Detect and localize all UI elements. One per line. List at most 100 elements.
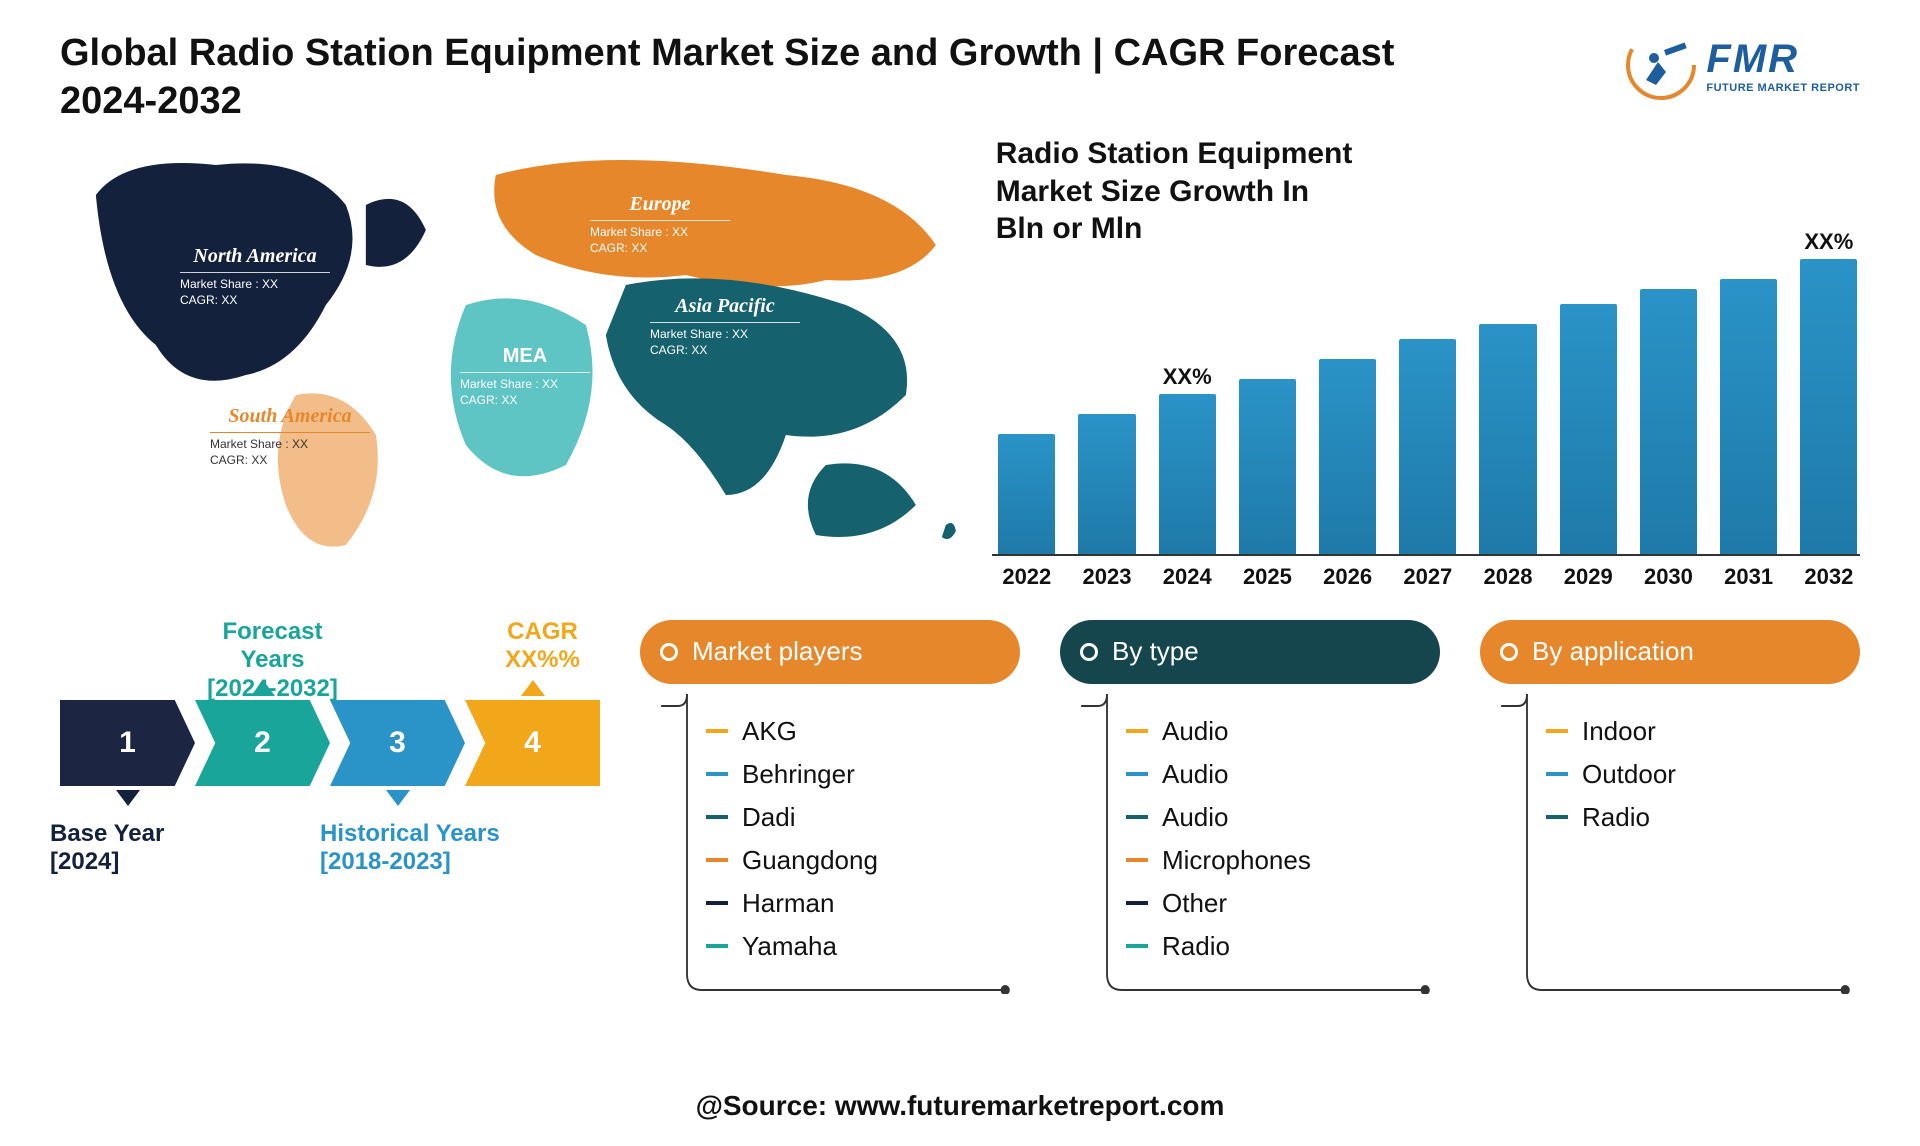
- list-item-label: Harman: [742, 888, 834, 919]
- bar-2027: [1397, 339, 1459, 554]
- x-label: 2027: [1397, 564, 1459, 590]
- tick-icon: [706, 901, 728, 905]
- tick-icon: [706, 944, 728, 948]
- list-item: Outdoor: [1546, 759, 1860, 790]
- timeline-step-3: 3: [330, 700, 465, 786]
- pill-label: By type: [1112, 636, 1199, 667]
- list-item-label: Outdoor: [1582, 759, 1676, 790]
- category-pill: By application: [1480, 620, 1860, 684]
- source-line: @Source: www.futuremarketreport.com: [0, 1090, 1920, 1122]
- list-item: Radio: [1546, 802, 1860, 833]
- list-item: Yamaha: [706, 931, 1020, 962]
- list-item-label: Audio: [1162, 759, 1229, 790]
- bar-2022: [996, 434, 1058, 554]
- timeline-label-3: Historical Years[2018-2023]: [320, 820, 515, 878]
- pill-label: By application: [1532, 636, 1694, 667]
- page-title: Global Radio Station Equipment Market Si…: [60, 30, 1460, 125]
- bar-2029: [1557, 304, 1619, 554]
- list-item-label: Audio: [1162, 716, 1229, 747]
- bar-2026: [1317, 359, 1379, 554]
- list-item: Indoor: [1546, 716, 1860, 747]
- bar-2023: [1076, 414, 1138, 554]
- by-application-col: By application Indoor Outdoor Radio: [1480, 620, 1860, 994]
- tick-icon: [1546, 815, 1568, 819]
- chart-title-l2: Market Size Growth In: [996, 175, 1309, 208]
- bar-label-high: XX%: [1804, 229, 1853, 255]
- list-item: Behringer: [706, 759, 1020, 790]
- list-item-label: Radio: [1582, 802, 1650, 833]
- timeline-step-1: 1: [60, 700, 195, 786]
- tick-icon: [1126, 729, 1148, 733]
- category-pill: By type: [1060, 620, 1440, 684]
- x-label: 2023: [1076, 564, 1138, 590]
- category-list: Audio Audio Audio Microphones Other Radio: [1126, 716, 1440, 962]
- category-list: Indoor Outdoor Radio: [1546, 716, 1860, 833]
- tick-icon: [1126, 772, 1148, 776]
- bar-2028: [1477, 324, 1539, 554]
- x-label: 2032: [1798, 564, 1860, 590]
- region-na: North America Market Share : XXCAGR: XX: [180, 245, 330, 308]
- bar-2032: XX%: [1798, 259, 1860, 554]
- list-item: Harman: [706, 888, 1020, 919]
- growth-bar-chart: Radio Station Equipment Market Size Grow…: [992, 135, 1860, 590]
- timeline-label-1: Base Year[2024]: [50, 820, 245, 878]
- region-mea: MEA Market Share : XXCAGR: XX: [460, 345, 590, 408]
- tick-icon: [706, 772, 728, 776]
- list-item: Microphones: [1126, 845, 1440, 876]
- x-label: 2025: [1236, 564, 1298, 590]
- x-label: 2026: [1317, 564, 1379, 590]
- list-item-label: Microphones: [1162, 845, 1311, 876]
- tick-icon: [1126, 901, 1148, 905]
- x-label: 2024: [1156, 564, 1218, 590]
- list-item-label: Audio: [1162, 802, 1229, 833]
- tick-icon: [706, 729, 728, 733]
- bar-2025: [1236, 379, 1298, 554]
- category-list: AKG Behringer Dadi Guangdong Harman Yamaha: [706, 716, 1020, 962]
- pill-bullet-icon: [1080, 643, 1098, 661]
- by-type-col: By type Audio Audio Audio Microphones Other Ra…: [1060, 620, 1440, 994]
- market-players-col: Market players AKG Behringer Dadi Guangdong H…: [640, 620, 1020, 994]
- region-ap: Asia Pacific Market Share : XXCAGR: XX: [650, 295, 800, 358]
- list-item: Dadi: [706, 802, 1020, 833]
- world-map: North America Market Share : XXCAGR: XX …: [60, 135, 972, 555]
- list-item: Audio: [1126, 802, 1440, 833]
- tick-icon: [1126, 815, 1148, 819]
- list-item: Other: [1126, 888, 1440, 919]
- bar-2031: [1718, 279, 1780, 554]
- tick-icon: [1126, 944, 1148, 948]
- tick-icon: [1126, 858, 1148, 862]
- pill-label: Market players: [692, 636, 863, 667]
- tick-icon: [706, 858, 728, 862]
- logo-text-main: FMR: [1706, 37, 1860, 82]
- logo-text-sub: FUTURE MARKET REPORT: [1706, 82, 1860, 94]
- list-item-label: Guangdong: [742, 845, 878, 876]
- list-item: Guangdong: [706, 845, 1020, 876]
- timeline-pointer: [116, 790, 140, 806]
- bar-2030: [1637, 289, 1699, 554]
- list-item-label: Radio: [1162, 931, 1230, 962]
- category-pill: Market players: [640, 620, 1020, 684]
- list-item-label: AKG: [742, 716, 797, 747]
- x-label: 2029: [1557, 564, 1619, 590]
- x-label: 2031: [1718, 564, 1780, 590]
- tick-icon: [1546, 729, 1568, 733]
- region-eu: Europe Market Share : XXCAGR: XX: [590, 193, 730, 256]
- pill-bullet-icon: [660, 643, 678, 661]
- list-item-label: Dadi: [742, 802, 795, 833]
- pill-bullet-icon: [1500, 643, 1518, 661]
- x-label: 2022: [996, 564, 1058, 590]
- list-item: Audio: [1126, 759, 1440, 790]
- list-item: Audio: [1126, 716, 1440, 747]
- fmr-logo-icon: [1626, 30, 1696, 100]
- list-item-label: Behringer: [742, 759, 855, 790]
- timeline-label-4: CAGRXX%%: [465, 618, 620, 676]
- timeline-step-2: 2: [195, 700, 330, 786]
- fmr-logo: FMR FUTURE MARKET REPORT: [1626, 30, 1860, 100]
- bar-label-low: XX%: [1163, 364, 1212, 390]
- list-item-label: Yamaha: [742, 931, 837, 962]
- bar-2024: XX%: [1156, 394, 1218, 554]
- list-item: Radio: [1126, 931, 1440, 962]
- tick-icon: [1546, 772, 1568, 776]
- chart-title-l1: Radio Station Equipment: [996, 137, 1353, 170]
- x-label: 2030: [1637, 564, 1699, 590]
